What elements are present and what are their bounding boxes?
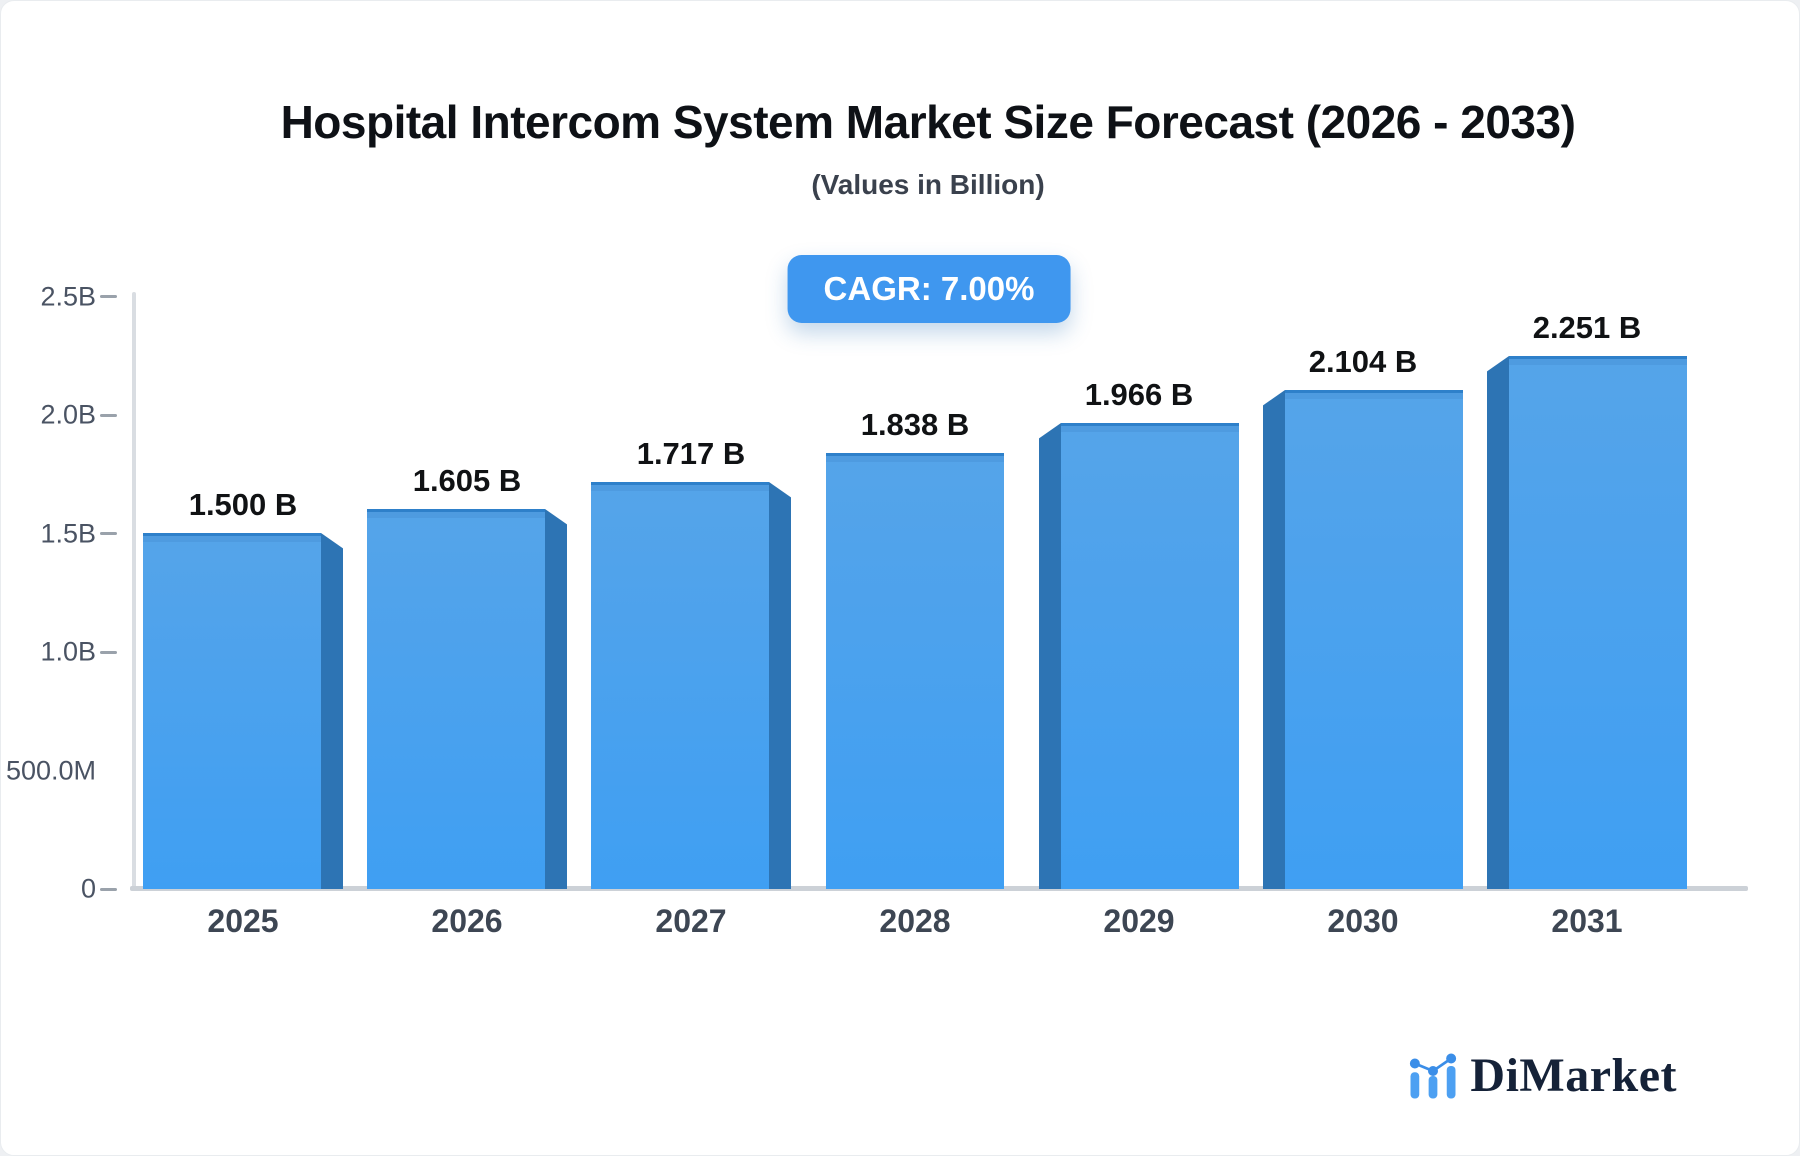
dimarket-logo: DiMarket bbox=[1408, 1051, 1677, 1101]
y-tick-label: 0 bbox=[80, 873, 96, 904]
bar-face bbox=[1509, 356, 1687, 889]
dimarket-logo-text: DiMarket bbox=[1470, 1049, 1677, 1102]
y-tick-dash bbox=[100, 887, 117, 891]
bar-value-label: 1.717 B bbox=[636, 436, 746, 471]
bar-2026 bbox=[367, 509, 567, 889]
bar-face bbox=[1285, 390, 1463, 889]
y-tick-dash bbox=[100, 650, 117, 654]
bar-face bbox=[591, 482, 769, 889]
y-axis-line bbox=[132, 292, 136, 889]
bar-2028 bbox=[815, 453, 1015, 889]
bar-side-face bbox=[321, 533, 343, 889]
bar-value-label: 1.838 B bbox=[860, 407, 970, 442]
x-axis-label-2027: 2027 bbox=[655, 903, 727, 939]
bar-2027 bbox=[591, 482, 791, 889]
bar-2031 bbox=[1487, 356, 1687, 889]
y-tick-label: 2.5B bbox=[40, 281, 96, 311]
bar-side-face bbox=[769, 482, 791, 889]
bar-value-label: 1.500 B bbox=[188, 487, 298, 522]
bar-2029 bbox=[1039, 423, 1239, 889]
bar-value-label: 1.605 B bbox=[412, 463, 522, 498]
x-axis-label-2030: 2030 bbox=[1327, 903, 1399, 939]
bar-face bbox=[826, 453, 1004, 889]
x-axis-label-2031: 2031 bbox=[1551, 903, 1623, 939]
x-axis-label-2025: 2025 bbox=[207, 903, 279, 939]
x-axis-label-2028: 2028 bbox=[879, 903, 951, 939]
bar-value-label: 1.966 B bbox=[1084, 377, 1194, 412]
x-axis-label-2029: 2029 bbox=[1103, 903, 1175, 939]
chart-title: Hospital Intercom System Market Size For… bbox=[280, 96, 1576, 148]
bar-face bbox=[143, 533, 321, 889]
bar-side-face bbox=[1039, 423, 1061, 889]
bar-face bbox=[1061, 423, 1239, 889]
bar-side-face bbox=[1263, 390, 1285, 889]
y-tick-label: 500.0M bbox=[5, 755, 96, 785]
bar-side-face bbox=[545, 509, 567, 889]
y-tick-dash bbox=[100, 295, 117, 298]
chart-subtitle: (Values in Billion) bbox=[811, 169, 1045, 200]
bar-face bbox=[367, 509, 545, 889]
bar-value-label: 2.104 B bbox=[1308, 344, 1418, 379]
y-tick-label: 2.0B bbox=[40, 399, 96, 430]
x-axis-label-2026: 2026 bbox=[431, 903, 503, 939]
bar-2030 bbox=[1263, 390, 1463, 889]
y-tick-label: 1.5B bbox=[40, 518, 96, 548]
bar-2025 bbox=[143, 533, 343, 889]
bar-value-label: 2.251 B bbox=[1532, 310, 1642, 345]
bar-line-chart-icon bbox=[1410, 1053, 1457, 1099]
cagr-badge: CAGR: 7.00% bbox=[787, 255, 1071, 323]
y-tick-label: 1.0B bbox=[40, 636, 96, 667]
bar-side-face bbox=[1487, 356, 1509, 889]
y-tick-dash bbox=[100, 413, 117, 417]
y-tick-dash bbox=[100, 532, 117, 535]
